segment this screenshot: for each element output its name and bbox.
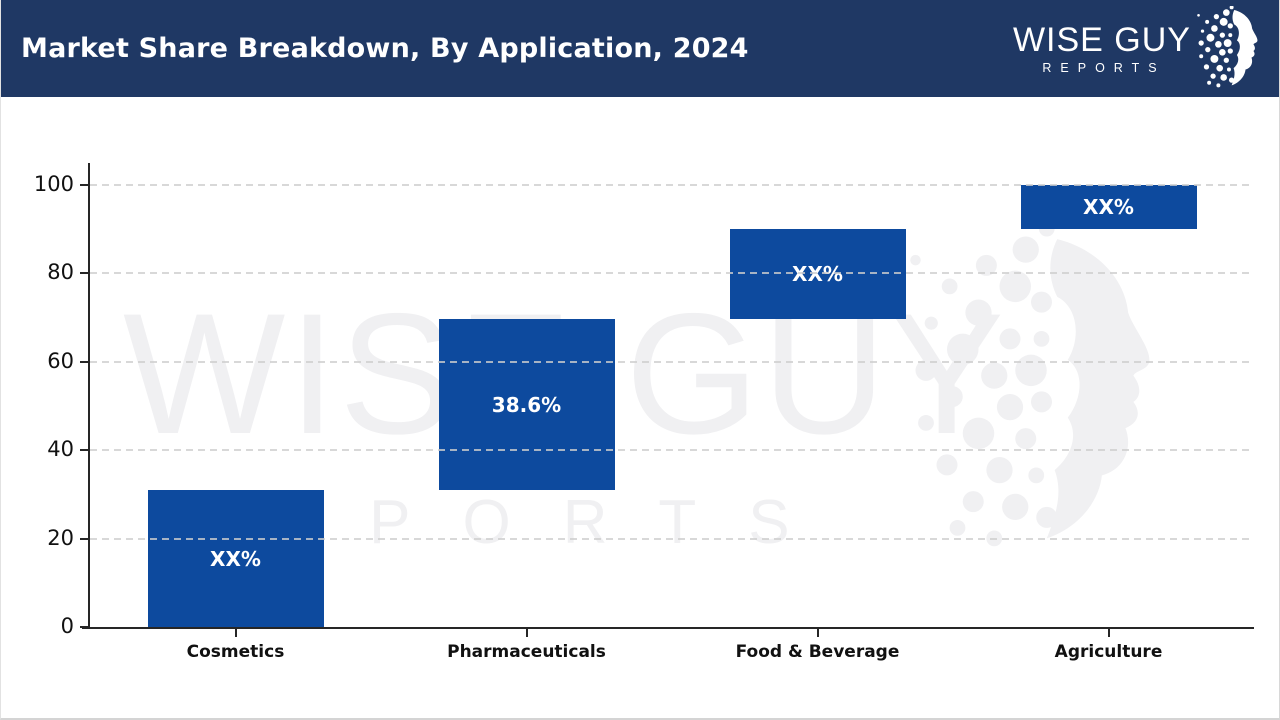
x-category-label: Cosmetics bbox=[186, 642, 285, 662]
gridline bbox=[90, 449, 1254, 452]
wiseguy-face-icon bbox=[1197, 5, 1258, 87]
y-tick-label: 20 bbox=[47, 525, 74, 550]
y-tick-label: 0 bbox=[60, 614, 74, 638]
gridline bbox=[90, 537, 1254, 540]
y-tick-label: 60 bbox=[47, 348, 74, 373]
x-axis-line bbox=[82, 627, 1254, 629]
x-tick-mark bbox=[1107, 629, 1110, 637]
page-title: Market Share Breakdown, By Application, … bbox=[21, 33, 749, 64]
x-tick-mark bbox=[525, 629, 528, 637]
bar-value-label: 38.6% bbox=[491, 392, 562, 417]
x-category-label: Agriculture bbox=[1054, 642, 1163, 662]
logo-wordmark: WISE GUY bbox=[1012, 20, 1191, 59]
x-category-label: Food & Beverage bbox=[735, 642, 900, 662]
bar-value-label: XX% bbox=[1083, 195, 1134, 220]
logo-subtext: REPORTS bbox=[1042, 60, 1166, 75]
y-tick-mark bbox=[80, 449, 88, 452]
logo-text-block: WISE GUY REPORTS bbox=[1013, 23, 1191, 75]
y-tick-mark bbox=[80, 626, 88, 628]
wiseguy-logo: WISE GUY REPORTS bbox=[1013, 0, 1265, 97]
bar-agriculture: XX% bbox=[1020, 185, 1197, 230]
bar-value-label: XX% bbox=[210, 546, 261, 571]
y-tick-mark bbox=[80, 360, 88, 363]
y-axis-line bbox=[88, 163, 90, 629]
gridline bbox=[90, 272, 1254, 275]
x-category-label: Pharmaceuticals bbox=[447, 642, 606, 662]
y-tick-mark bbox=[80, 537, 88, 540]
gridline bbox=[90, 184, 1254, 187]
y-tick-mark bbox=[80, 272, 88, 275]
x-tick-mark bbox=[234, 629, 237, 637]
plot-area: 0 20 40 60 80 100 XX% Cosmetics 38.6% Pharmaceuti… bbox=[34, 163, 1254, 662]
gridline bbox=[90, 360, 1254, 363]
y-tick-mark bbox=[80, 184, 88, 187]
bar-cosmetics: XX% bbox=[147, 490, 324, 627]
header-bar: Market Share Breakdown, By Application, … bbox=[1, 0, 1279, 97]
y-tick-label: 100 bbox=[33, 172, 74, 197]
bar-pharmaceuticals: 38.6% bbox=[438, 319, 615, 491]
y-tick-label: 80 bbox=[47, 260, 74, 285]
y-tick-label: 40 bbox=[47, 437, 74, 462]
x-tick-mark bbox=[816, 629, 819, 637]
